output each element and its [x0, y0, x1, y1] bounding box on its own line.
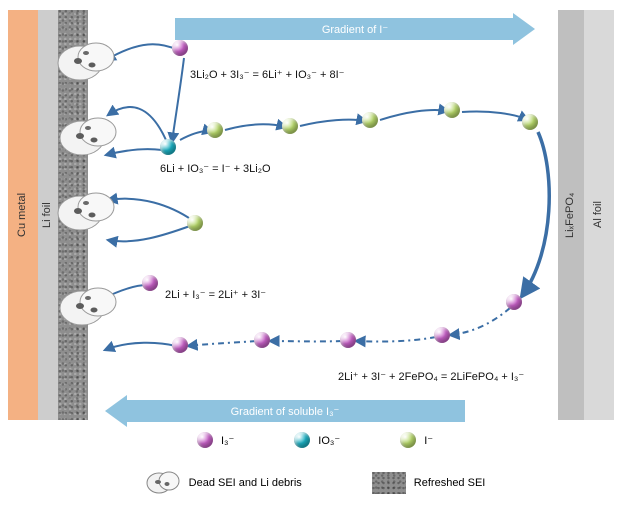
- equation-4: 2Li⁺ + 3I⁻ + 2FePO₄ = 2LiFePO₄ + I₃⁻: [338, 370, 524, 383]
- ball-i3: [142, 275, 158, 291]
- legend-i-icon: [400, 432, 416, 448]
- ball-i3: [254, 332, 270, 348]
- ball-i: [444, 102, 460, 118]
- gradient-arrow-bottom-label: Gradient of soluble I₃⁻: [105, 405, 465, 418]
- ball-i: [362, 112, 378, 128]
- legend-refreshed-sei-label: Refreshed SEI: [414, 477, 486, 489]
- label-cu: Cu metal: [16, 10, 28, 420]
- layer-sei: [58, 10, 88, 420]
- dead-sei-icon: [145, 470, 181, 496]
- ball-i3: [506, 294, 522, 310]
- legend-dead-sei: Dead SEI and Li debris: [145, 470, 302, 496]
- refreshed-sei-icon: [372, 472, 406, 494]
- equation-1: 3Li₂O + 3I₃⁻ = 6Li⁺ + IO₃⁻ + 8I⁻: [190, 68, 344, 81]
- ball-i3: [172, 337, 188, 353]
- gradient-arrow-top: Gradient of I⁻: [175, 18, 535, 40]
- legend-io3: IO₃⁻: [294, 432, 340, 448]
- legend-io3-label: IO₃⁻: [318, 434, 340, 447]
- label-li-foil: Li foil: [41, 10, 53, 420]
- legend-sei: Dead SEI and Li debris Refreshed SEI: [0, 470, 630, 496]
- equation-3: 2Li + I₃⁻ = 2Li⁺ + 3I⁻: [165, 288, 266, 301]
- ball-i3: [434, 327, 450, 343]
- legend-refreshed-sei: Refreshed SEI: [372, 472, 486, 494]
- legend-i: I⁻: [400, 432, 433, 448]
- legend-i3-label: I₃⁻: [221, 434, 234, 447]
- ball-i: [522, 114, 538, 130]
- legend-dead-sei-label: Dead SEI and Li debris: [189, 477, 302, 489]
- label-al: Al foil: [592, 10, 604, 420]
- legend-species: I₃⁻ IO₃⁻ I⁻: [0, 432, 630, 448]
- legend-i3-icon: [197, 432, 213, 448]
- legend-i3: I₃⁻: [197, 432, 234, 448]
- gradient-arrow-bottom: Gradient of soluble I₃⁻: [105, 400, 465, 422]
- diagram-stage: Cu metal Li foil LiₓFePO₄ Al foil Gradie…: [0, 0, 630, 515]
- equation-2: 6Li + IO₃⁻ = I⁻ + 3Li₂O: [160, 162, 271, 175]
- ball-i: [187, 215, 203, 231]
- gradient-arrow-top-label: Gradient of I⁻: [175, 23, 535, 36]
- ball-io3: [160, 139, 176, 155]
- ball-i3: [172, 40, 188, 56]
- debris-layer: [0, 0, 630, 415]
- label-lfp: LiₓFePO₄: [564, 10, 576, 420]
- legend-io3-icon: [294, 432, 310, 448]
- ball-i3: [340, 332, 356, 348]
- ball-i: [282, 118, 298, 134]
- flow-paths: [0, 0, 630, 415]
- legend-i-label: I⁻: [424, 434, 433, 447]
- ball-i: [207, 122, 223, 138]
